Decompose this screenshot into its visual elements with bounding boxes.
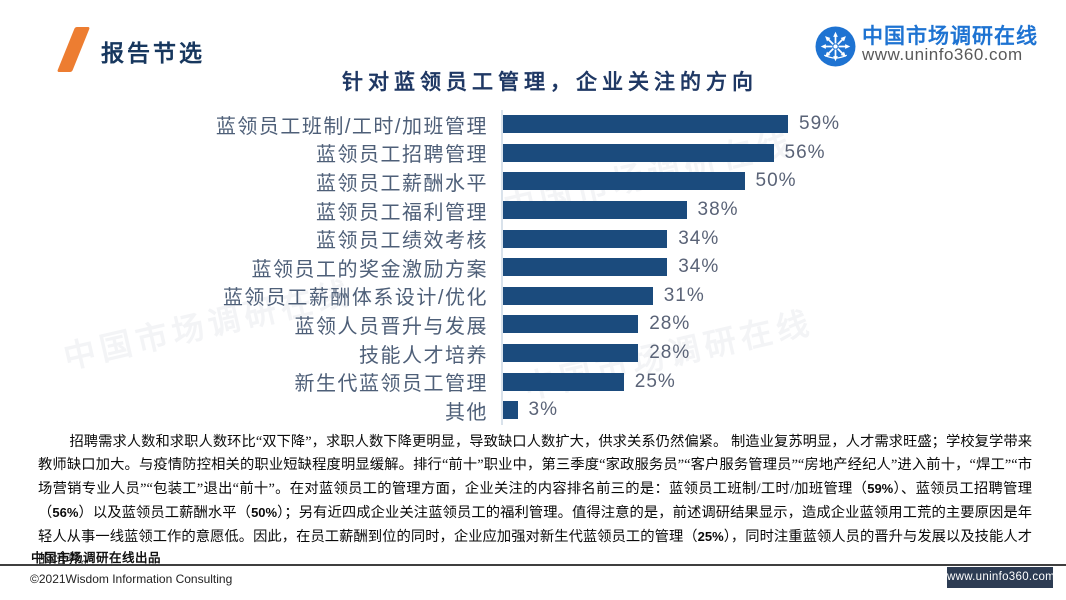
bar	[503, 143, 774, 162]
data-label: 28%	[649, 313, 691, 335]
bar	[503, 172, 745, 191]
analysis-text-segment: ）以及蓝领员工薪酬水平（	[78, 505, 252, 521]
analysis-bold-value: 50%	[251, 505, 278, 520]
analysis-bold-value: 25%	[697, 529, 724, 544]
brand-name: 中国市场调研在线	[862, 25, 1038, 48]
bar-row: 蓝领员工班制/工时/加班管理 59%	[36, 110, 856, 139]
analysis-text-segment: ）；另有近四成企业关注蓝领员工的福利管理。值得注意的是，前述调研结果显示，造成企…	[38, 505, 1033, 545]
bar-track: 56%	[501, 138, 856, 168]
bar-row: 技能人才培养 28%	[36, 338, 856, 368]
bar-row: 蓝领员工招聘管理 56%	[36, 138, 856, 168]
bar	[503, 115, 788, 134]
bar-row: 蓝领员工薪酬水平 50%	[36, 167, 856, 196]
analysis-text-segment: ）、蓝领员工招聘管理（	[38, 481, 1032, 521]
bar-track: 28%	[501, 338, 856, 368]
footer-divider	[0, 564, 1066, 566]
bar-row: 蓝领员工福利管理 38%	[36, 195, 856, 225]
chart-title: 针对蓝领员工管理，企业关注的方向	[342, 71, 758, 94]
bar-track: 50%	[501, 167, 856, 196]
data-label: 34%	[678, 256, 720, 278]
bar	[503, 229, 668, 248]
data-label: 25%	[634, 370, 676, 392]
analysis-bold-value: 56%	[52, 505, 79, 520]
brand-text: 中国市场调研在线 www.uninfo360.com	[862, 26, 1038, 63]
bar-track: 3%	[501, 395, 856, 425]
bar	[503, 344, 639, 363]
category-label: 蓝领员工薪酬水平	[316, 172, 488, 195]
brand-logo: 中国市场调研在线 www.uninfo360.com	[815, 26, 1038, 67]
data-label: 34%	[678, 227, 720, 249]
bar-track: 34%	[501, 224, 856, 253]
bar	[503, 372, 624, 391]
bar-track: 38%	[501, 195, 856, 225]
category-label: 新生代蓝领员工管理	[294, 373, 488, 396]
category-label: 技能人才培养	[359, 344, 488, 367]
category-label: 蓝领人员晋升与发展	[294, 315, 488, 338]
category-label: 蓝领员工福利管理	[316, 201, 488, 224]
category-label: 蓝领员工招聘管理	[316, 144, 488, 167]
analysis-bold-value: 59%	[867, 481, 894, 496]
bar-row: 蓝领人员晋升与发展 28%	[36, 310, 856, 339]
bar-row: 蓝领员工绩效考核 34%	[36, 224, 856, 253]
footer-copyright: ©2021Wisdom Information Consulting	[30, 572, 233, 586]
bar-track: 28%	[501, 310, 856, 339]
snowflake-logo-icon	[815, 26, 856, 67]
bar	[503, 258, 668, 277]
bar-row: 蓝领员工薪酬体系设计/优化 31%	[36, 281, 856, 311]
analysis-text-segment: 招聘需求人数和求职人数环比“双下降”，求职人数下降更明显，导致缺口人数扩大，供求…	[38, 434, 1032, 497]
footer-site-badge: www.uninfo360.com	[947, 567, 1055, 588]
data-label: 50%	[755, 170, 797, 192]
bar-row: 新生代蓝领员工管理 25%	[36, 367, 856, 396]
bar-row: 蓝领员工的奖金激励方案 34%	[36, 252, 856, 282]
bar	[503, 401, 518, 420]
data-label: 3%	[528, 399, 558, 421]
bar	[503, 286, 653, 305]
category-label: 其他	[445, 401, 488, 424]
category-label: 蓝领员工的奖金激励方案	[251, 258, 488, 281]
data-label: 38%	[697, 199, 739, 221]
data-label: 28%	[649, 342, 691, 364]
category-label: 蓝领员工绩效考核	[316, 230, 488, 253]
category-label: 蓝领员工薪酬体系设计/优化	[222, 287, 488, 310]
brand-url: www.uninfo360.com	[862, 45, 1023, 64]
data-label: 56%	[784, 141, 826, 163]
category-label: 蓝领员工班制/工时/加班管理	[215, 115, 488, 138]
bar-row: 其他 3%	[36, 395, 856, 425]
analysis-paragraph: 招聘需求人数和求职人数环比“双下降”，求职人数下降更明显，导致缺口人数扩大，供求…	[38, 431, 1032, 572]
bar-track: 31%	[501, 281, 856, 311]
bar	[503, 315, 639, 334]
bar-track: 25%	[501, 367, 856, 396]
bar-chart: 蓝领员工班制/工时/加班管理 59% 蓝领员工招聘管理 56% 蓝领员工薪酬水平 50% 蓝…	[36, 110, 856, 425]
bar-track: 59%	[501, 110, 856, 139]
slash-decoration-icon	[56, 27, 91, 72]
bar-track: 34%	[501, 252, 856, 282]
data-label: 59%	[799, 113, 841, 135]
bar	[503, 201, 687, 220]
footer-produced-by: 中国市场调研在线出品	[31, 551, 162, 565]
data-label: 31%	[663, 284, 705, 306]
page-title: 报告节选	[101, 40, 205, 66]
